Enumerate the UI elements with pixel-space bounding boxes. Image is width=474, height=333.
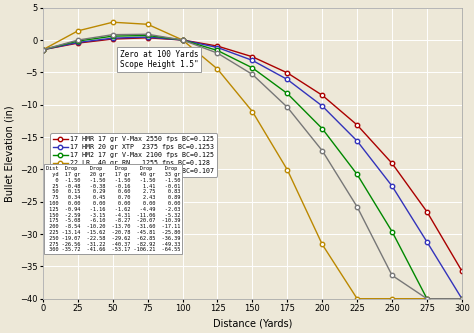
Text: Dist  Drop    Drop    Drop    Drop    Drop
  yd  17 gr   20 gr   17 gr   40 gr  : Dist Drop Drop Drop Drop Drop yd 17 gr 2…	[46, 166, 180, 252]
22 LR  40 gr RN   1255 fps BC=0.128	[40, 48, 46, 52]
17 HM2 17 gr V-Max 2100 fps BC=0.125	[389, 229, 395, 233]
22 Mag 33 gr V-Max 2000 fps BC=0.107	[180, 38, 185, 42]
17 HMR 17 gr V-Max 2550 fps BC=0.125	[354, 123, 360, 127]
17 HM2 17 gr V-Max 2100 fps BC=0.125	[249, 66, 255, 70]
Line: 17 HM2 17 gr V-Max 2100 fps BC=0.125: 17 HM2 17 gr V-Max 2100 fps BC=0.125	[41, 33, 464, 301]
17 HM2 17 gr V-Max 2100 fps BC=0.125	[284, 92, 290, 96]
Y-axis label: Bullet Elevation (in): Bullet Elevation (in)	[4, 105, 14, 201]
17 HMR 17 gr V-Max 2550 fps BC=0.125	[284, 71, 290, 75]
17 HM2 17 gr V-Max 2100 fps BC=0.125	[75, 39, 81, 43]
22 LR  40 gr RN   1255 fps BC=0.128	[215, 67, 220, 71]
17 HM2 17 gr V-Max 2100 fps BC=0.125	[459, 297, 465, 301]
17 HMR 17 gr V-Max 2550 fps BC=0.125	[459, 269, 465, 273]
17 HMR 20 gr XTP  2375 fps BC=0.1253	[459, 297, 465, 301]
22 LR  40 gr RN   1255 fps BC=0.128	[319, 242, 325, 246]
17 HMR 20 gr XTP  2375 fps BC=0.1253	[389, 184, 395, 188]
17 HMR 20 gr XTP  2375 fps BC=0.1253	[215, 46, 220, 50]
17 HM2 17 gr V-Max 2100 fps BC=0.125	[354, 172, 360, 176]
22 Mag 33 gr V-Max 2000 fps BC=0.107	[319, 149, 325, 153]
22 Mag 33 gr V-Max 2000 fps BC=0.107	[75, 38, 81, 42]
22 LR  40 gr RN   1255 fps BC=0.128	[145, 22, 151, 26]
17 HM2 17 gr V-Max 2100 fps BC=0.125	[215, 49, 220, 53]
17 HMR 20 gr XTP  2375 fps BC=0.1253	[249, 58, 255, 62]
22 Mag 33 gr V-Max 2000 fps BC=0.107	[249, 72, 255, 76]
17 HMR 17 gr V-Max 2550 fps BC=0.125	[249, 55, 255, 59]
17 HM2 17 gr V-Max 2100 fps BC=0.125	[180, 38, 185, 42]
Line: 17 HMR 17 gr V-Max 2550 fps BC=0.125: 17 HMR 17 gr V-Max 2550 fps BC=0.125	[41, 36, 464, 273]
Text: Zero at 100 Yards
Scope Height 1.5": Zero at 100 Yards Scope Height 1.5"	[120, 50, 198, 69]
22 LR  40 gr RN   1255 fps BC=0.128	[389, 297, 395, 301]
22 Mag 33 gr V-Max 2000 fps BC=0.107	[40, 48, 46, 52]
17 HMR 17 gr V-Max 2550 fps BC=0.125	[145, 36, 151, 40]
17 HM2 17 gr V-Max 2100 fps BC=0.125	[424, 297, 430, 301]
17 HMR 20 gr XTP  2375 fps BC=0.1253	[180, 38, 185, 42]
17 HMR 20 gr XTP  2375 fps BC=0.1253	[284, 78, 290, 82]
22 Mag 33 gr V-Max 2000 fps BC=0.107	[424, 297, 430, 301]
17 HMR 17 gr V-Max 2550 fps BC=0.125	[75, 41, 81, 45]
Legend: 17 HMR 17 gr V-Max 2550 fps BC=0.125, 17 HMR 20 gr XTP  2375 fps BC=0.1253, 17 H: 17 HMR 17 gr V-Max 2550 fps BC=0.125, 17…	[50, 133, 217, 176]
17 HMR 17 gr V-Max 2550 fps BC=0.125	[389, 162, 395, 166]
22 LR  40 gr RN   1255 fps BC=0.128	[249, 110, 255, 114]
17 HMR 17 gr V-Max 2550 fps BC=0.125	[180, 38, 185, 42]
17 HMR 20 gr XTP  2375 fps BC=0.1253	[354, 139, 360, 143]
17 HMR 17 gr V-Max 2550 fps BC=0.125	[319, 93, 325, 97]
Line: 22 Mag 33 gr V-Max 2000 fps BC=0.107: 22 Mag 33 gr V-Max 2000 fps BC=0.107	[41, 32, 464, 301]
22 LR  40 gr RN   1255 fps BC=0.128	[75, 29, 81, 33]
22 LR  40 gr RN   1255 fps BC=0.128	[284, 168, 290, 172]
17 HMR 20 gr XTP  2375 fps BC=0.1253	[40, 48, 46, 52]
22 Mag 33 gr V-Max 2000 fps BC=0.107	[389, 273, 395, 277]
17 HM2 17 gr V-Max 2100 fps BC=0.125	[110, 34, 116, 38]
17 HMR 20 gr XTP  2375 fps BC=0.1253	[110, 36, 116, 40]
22 Mag 33 gr V-Max 2000 fps BC=0.107	[110, 33, 116, 37]
17 HM2 17 gr V-Max 2100 fps BC=0.125	[40, 48, 46, 52]
22 Mag 33 gr V-Max 2000 fps BC=0.107	[145, 32, 151, 36]
17 HMR 17 gr V-Max 2550 fps BC=0.125	[40, 48, 46, 52]
22 LR  40 gr RN   1255 fps BC=0.128	[110, 20, 116, 24]
Line: 22 LR  40 gr RN   1255 fps BC=0.128: 22 LR 40 gr RN 1255 fps BC=0.128	[41, 20, 464, 301]
17 HMR 20 gr XTP  2375 fps BC=0.1253	[424, 240, 430, 244]
17 HMR 20 gr XTP  2375 fps BC=0.1253	[145, 35, 151, 39]
22 Mag 33 gr V-Max 2000 fps BC=0.107	[459, 297, 465, 301]
22 Mag 33 gr V-Max 2000 fps BC=0.107	[354, 205, 360, 209]
17 HMR 20 gr XTP  2375 fps BC=0.1253	[319, 104, 325, 108]
17 HMR 17 gr V-Max 2550 fps BC=0.125	[424, 210, 430, 214]
22 Mag 33 gr V-Max 2000 fps BC=0.107	[284, 105, 290, 109]
22 LR  40 gr RN   1255 fps BC=0.128	[459, 297, 465, 301]
17 HMR 17 gr V-Max 2550 fps BC=0.125	[215, 44, 220, 48]
17 HMR 20 gr XTP  2375 fps BC=0.1253	[75, 41, 81, 45]
17 HMR 17 gr V-Max 2550 fps BC=0.125	[110, 37, 116, 41]
X-axis label: Distance (Yards): Distance (Yards)	[213, 319, 292, 329]
22 LR  40 gr RN   1255 fps BC=0.128	[180, 38, 185, 42]
22 LR  40 gr RN   1255 fps BC=0.128	[354, 297, 360, 301]
22 Mag 33 gr V-Max 2000 fps BC=0.107	[215, 51, 220, 55]
17 HM2 17 gr V-Max 2100 fps BC=0.125	[145, 34, 151, 38]
Line: 17 HMR 20 gr XTP  2375 fps BC=0.1253: 17 HMR 20 gr XTP 2375 fps BC=0.1253	[41, 35, 464, 301]
22 LR  40 gr RN   1255 fps BC=0.128	[424, 297, 430, 301]
17 HM2 17 gr V-Max 2100 fps BC=0.125	[319, 127, 325, 131]
